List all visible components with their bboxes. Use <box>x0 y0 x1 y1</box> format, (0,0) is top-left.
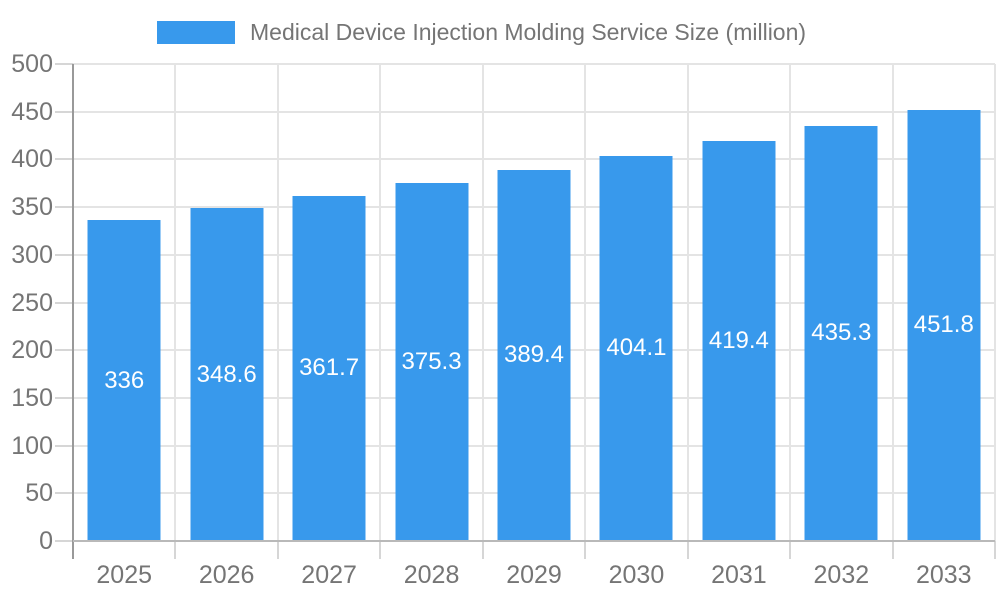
x-axis-label-2027: 2027 <box>301 561 357 589</box>
y-tick-50 <box>55 492 73 495</box>
bar-value-label: 419.4 <box>708 326 769 354</box>
gridline-v-7 <box>789 64 792 541</box>
bar-value-label: 389.4 <box>503 341 565 369</box>
gridline-v-1 <box>174 64 177 541</box>
bar-2030[interactable]: 404.1 <box>599 155 673 541</box>
y-axis-label-300: 300 <box>11 240 53 269</box>
x-tick-5 <box>584 541 587 559</box>
gridline-v-5 <box>584 64 587 541</box>
plot-area: 336 348.6 361.7 375.3 389.4 404.1 419.4 435.3 45… <box>55 63 996 559</box>
y-tick-250 <box>55 301 73 304</box>
bar-2027[interactable]: 361.7 <box>292 195 366 541</box>
legend-item[interactable]: Medical Device Injection Molding Service… <box>157 19 806 45</box>
bar-2025[interactable]: 336 <box>87 220 161 541</box>
y-axis-line <box>72 64 74 559</box>
x-tick-8 <box>891 541 894 559</box>
legend-swatch <box>157 20 235 44</box>
gridline-v-6 <box>686 64 689 541</box>
bar-2031[interactable]: 419.4 <box>702 140 776 541</box>
x-tick-7 <box>789 541 792 559</box>
x-axis-label-2030: 2030 <box>608 561 665 589</box>
x-tick-9 <box>994 541 996 559</box>
bar-value-label: 348.6 <box>196 360 257 388</box>
y-axis-label-250: 250 <box>11 288 53 317</box>
x-axis-label-2029: 2029 <box>506 561 562 589</box>
x-tick-4 <box>481 541 484 559</box>
y-tick-100 <box>55 444 73 447</box>
x-axis: 2025 2026 2027 2028 2029 2030 2031 2032 2033 <box>73 541 995 596</box>
gridline-v-2 <box>276 64 279 541</box>
y-tick-350 <box>55 206 73 209</box>
gridline-h-450 <box>73 110 995 113</box>
y-axis: 0 50 100 150 200 250 300 350 400 450 500 <box>0 50 53 555</box>
gridline-v-3 <box>379 64 382 541</box>
gridline-v-4 <box>481 64 484 541</box>
x-axis-label-2026: 2026 <box>198 561 255 589</box>
x-axis-label-2025: 2025 <box>96 561 153 589</box>
legend-label: Medical Device Injection Molding Service… <box>250 18 807 45</box>
x-axis-label-2032: 2032 <box>813 561 870 589</box>
y-tick-0 <box>55 540 73 542</box>
bar-value-label: 336 <box>104 366 145 394</box>
bar-value-label: 375.3 <box>401 347 462 375</box>
y-axis-label-100: 100 <box>11 431 53 460</box>
x-tick-6 <box>686 541 689 559</box>
y-tick-500 <box>55 63 73 65</box>
y-axis-label-450: 450 <box>11 97 53 126</box>
gridline-v-9 <box>994 64 996 541</box>
y-tick-450 <box>55 110 73 113</box>
x-tick-2 <box>276 541 279 559</box>
y-axis-label-400: 400 <box>11 145 53 174</box>
x-axis-label-2033: 2033 <box>915 561 972 589</box>
gridline-v-8 <box>891 64 894 541</box>
y-axis-label-200: 200 <box>11 336 53 365</box>
gridline-h-500 <box>73 63 995 65</box>
bar-2032[interactable]: 435.3 <box>804 125 878 541</box>
x-tick-3 <box>379 541 382 559</box>
gridline-h-400 <box>73 158 995 161</box>
y-axis-label-150: 150 <box>11 383 53 412</box>
bar-value-label: 435.3 <box>811 319 872 347</box>
bar-value-label: 361.7 <box>299 354 360 382</box>
y-axis-label-500: 500 <box>11 50 53 78</box>
bar-2033[interactable]: 451.8 <box>907 109 981 541</box>
bar-value-label: 404.1 <box>606 334 667 362</box>
x-axis-label-2028: 2028 <box>403 561 460 589</box>
y-tick-200 <box>55 349 73 352</box>
x-tick-1 <box>174 541 177 559</box>
y-axis-label-350: 350 <box>11 193 53 222</box>
y-tick-300 <box>55 253 73 256</box>
bar-2028[interactable]: 375.3 <box>395 182 469 541</box>
x-axis-line <box>73 540 995 542</box>
y-axis-label-0: 0 <box>39 527 53 555</box>
bar-value-label: 451.8 <box>913 311 974 339</box>
bar-2029[interactable]: 389.4 <box>497 169 571 541</box>
y-tick-400 <box>55 158 73 161</box>
y-axis-label-50: 50 <box>25 479 53 508</box>
bar-2026[interactable]: 348.6 <box>190 208 264 541</box>
y-tick-150 <box>55 396 73 399</box>
x-axis-label-2031: 2031 <box>711 561 767 589</box>
